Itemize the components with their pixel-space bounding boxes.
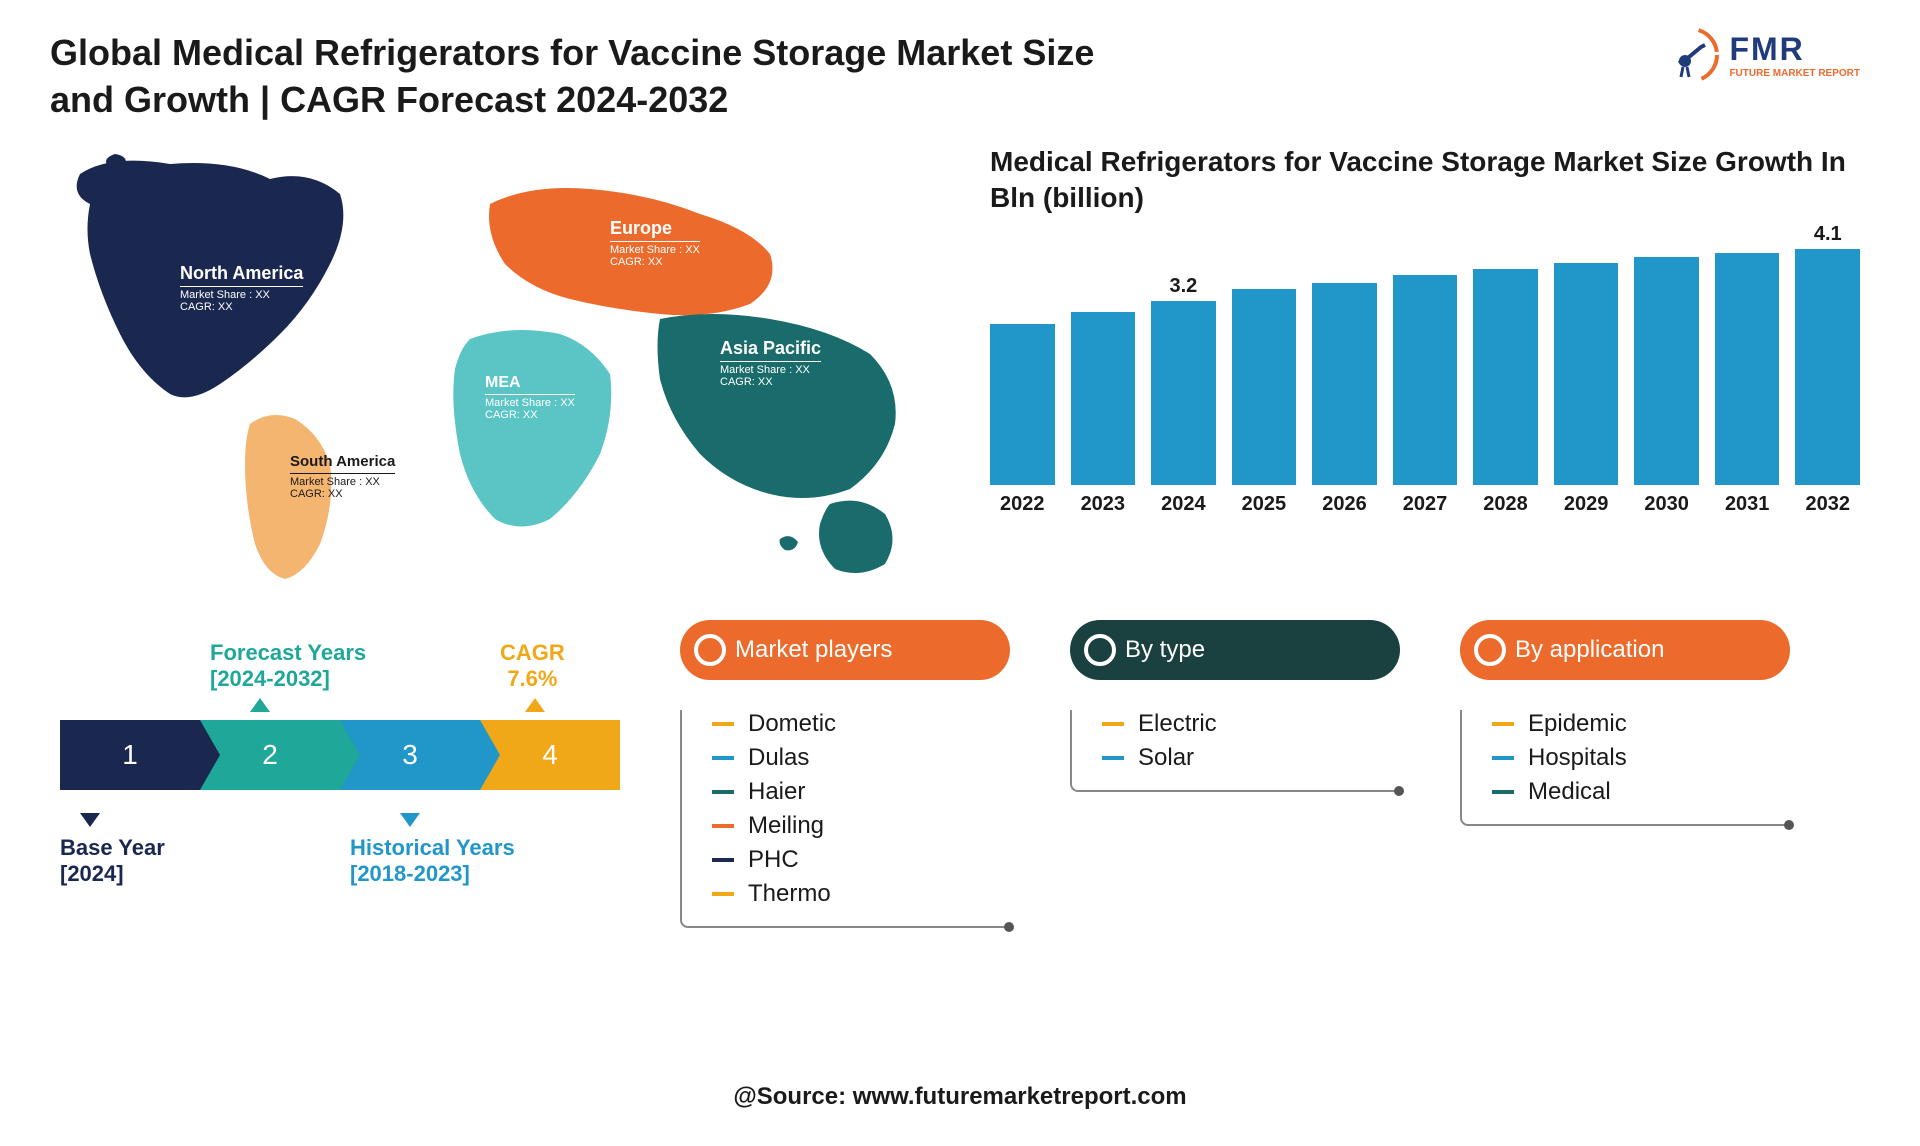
tick-icon <box>712 756 734 760</box>
list-item: Medical <box>1492 778 1790 806</box>
timeline-seg-3: 3 <box>340 720 480 790</box>
tick-icon <box>1492 790 1514 794</box>
bar-year-label: 2026 <box>1322 493 1367 516</box>
logo-subtitle: FUTURE MARKET REPORT <box>1729 68 1860 79</box>
list-item: PHC <box>712 846 1010 874</box>
tick-icon <box>1102 756 1124 760</box>
item-label: Dometic <box>748 710 836 738</box>
list-item: Meiling <box>712 812 1010 840</box>
item-label: Meiling <box>748 812 824 840</box>
bar-year-label: 2022 <box>1000 493 1045 516</box>
annot-forecast: Forecast Years [2024-2032] <box>210 640 366 693</box>
annot-historical: Historical Years [2018-2023] <box>350 835 515 888</box>
brand-logo: FMR FUTURE MARKET REPORT <box>1661 25 1860 85</box>
item-label: Thermo <box>748 880 831 908</box>
list-item: Dometic <box>712 710 1010 738</box>
category-columns: Market players Dometic Dulas Haier Meiling PH… <box>680 620 1790 928</box>
label-mea: MEA Market Share : XXCAGR: XX <box>485 374 575 422</box>
list-item: Dulas <box>712 744 1010 772</box>
tick-icon <box>712 722 734 726</box>
bar-year-label: 2027 <box>1403 493 1448 516</box>
bar-2029: 2029 <box>1554 263 1619 516</box>
category-header: By application <box>1460 620 1790 680</box>
bar-year-label: 2030 <box>1644 493 1689 516</box>
list-item: Solar <box>1102 744 1400 772</box>
bar-2028: 2028 <box>1473 269 1538 517</box>
telescope-icon <box>1661 25 1721 85</box>
bar-2030: 2030 <box>1634 257 1699 516</box>
tick-icon <box>1492 756 1514 760</box>
region-mea <box>453 330 611 527</box>
tick-icon <box>1102 722 1124 726</box>
bar-year-label: 2029 <box>1564 493 1609 516</box>
bar-year-label: 2025 <box>1242 493 1287 516</box>
item-label: PHC <box>748 846 799 874</box>
category-market-players: Market players Dometic Dulas Haier Meiling PH… <box>680 620 1010 928</box>
category-by-application: By application Epidemic Hospitals Medical <box>1460 620 1790 928</box>
annot-base: Base Year [2024] <box>60 835 165 888</box>
item-label: Haier <box>748 778 805 806</box>
list-item: Epidemic <box>1492 710 1790 738</box>
bar-year-label: 2031 <box>1725 493 1770 516</box>
item-label: Solar <box>1138 744 1194 772</box>
timeline-seg-2: 2 <box>200 720 340 790</box>
source-attribution: @Source: www.futuremarketreport.com <box>733 1083 1186 1111</box>
bar-2023: 2023 <box>1071 312 1136 516</box>
bar-year-label: 2023 <box>1081 493 1126 516</box>
annot-cagr: CAGR 7.6% <box>500 640 565 693</box>
bar-2026: 2026 <box>1312 283 1377 516</box>
category-header: Market players <box>680 620 1010 680</box>
list-item: Hospitals <box>1492 744 1790 772</box>
list-item: Electric <box>1102 710 1400 738</box>
bar-2027: 2027 <box>1393 275 1458 517</box>
tick-icon <box>712 824 734 828</box>
bar-value: 4.1 <box>1814 223 1842 246</box>
bar-2032: 4.12032 <box>1795 249 1860 517</box>
item-label: Medical <box>1528 778 1611 806</box>
timeline-seg-1: 1 <box>60 720 200 790</box>
tick-icon <box>712 892 734 896</box>
page-title: Global Medical Refrigerators for Vaccine… <box>50 30 1150 124</box>
world-map: North America Market Share : XXCAGR: XX … <box>50 144 950 584</box>
list-item: Haier <box>712 778 1010 806</box>
bar-2022: 2022 <box>990 324 1055 517</box>
growth-bar-chart: Medical Refrigerators for Vaccine Storag… <box>990 144 1860 584</box>
bar-2024: 3.22024 <box>1151 301 1216 517</box>
tick-icon <box>1492 722 1514 726</box>
bar-year-label: 2024 <box>1161 493 1206 516</box>
list-item: Thermo <box>712 880 1010 908</box>
category-list: Epidemic Hospitals Medical <box>1460 710 1790 826</box>
timeline-seg-4: 4 <box>480 720 620 790</box>
bar-year-label: 2028 <box>1483 493 1528 516</box>
item-label: Epidemic <box>1528 710 1627 738</box>
tick-icon <box>712 858 734 862</box>
bar-year-label: 2032 <box>1805 493 1850 516</box>
chart-title: Medical Refrigerators for Vaccine Storag… <box>990 144 1860 217</box>
item-label: Hospitals <box>1528 744 1627 772</box>
item-label: Dulas <box>748 744 809 772</box>
logo-acronym: FMR <box>1729 31 1860 68</box>
bar-2025: 2025 <box>1232 289 1297 516</box>
category-by-type: By type Electric Solar <box>1070 620 1400 928</box>
category-list: Dometic Dulas Haier Meiling PHC Thermo <box>680 710 1010 928</box>
label-south-america: South America Market Share : XXCAGR: XX <box>290 454 395 501</box>
label-north-america: North America Market Share : XXCAGR: XX <box>180 264 303 314</box>
category-header: By type <box>1070 620 1400 680</box>
bar-2031: 2031 <box>1715 253 1780 516</box>
bar-value: 3.2 <box>1169 275 1197 298</box>
item-label: Electric <box>1138 710 1217 738</box>
timeline-legend: Forecast Years [2024-2032] CAGR 7.6% 123… <box>60 640 620 790</box>
tick-icon <box>712 790 734 794</box>
label-asia-pacific: Asia Pacific Market Share : XXCAGR: XX <box>720 339 821 389</box>
category-list: Electric Solar <box>1070 710 1400 792</box>
label-europe: Europe Market Share : XXCAGR: XX <box>610 219 700 269</box>
